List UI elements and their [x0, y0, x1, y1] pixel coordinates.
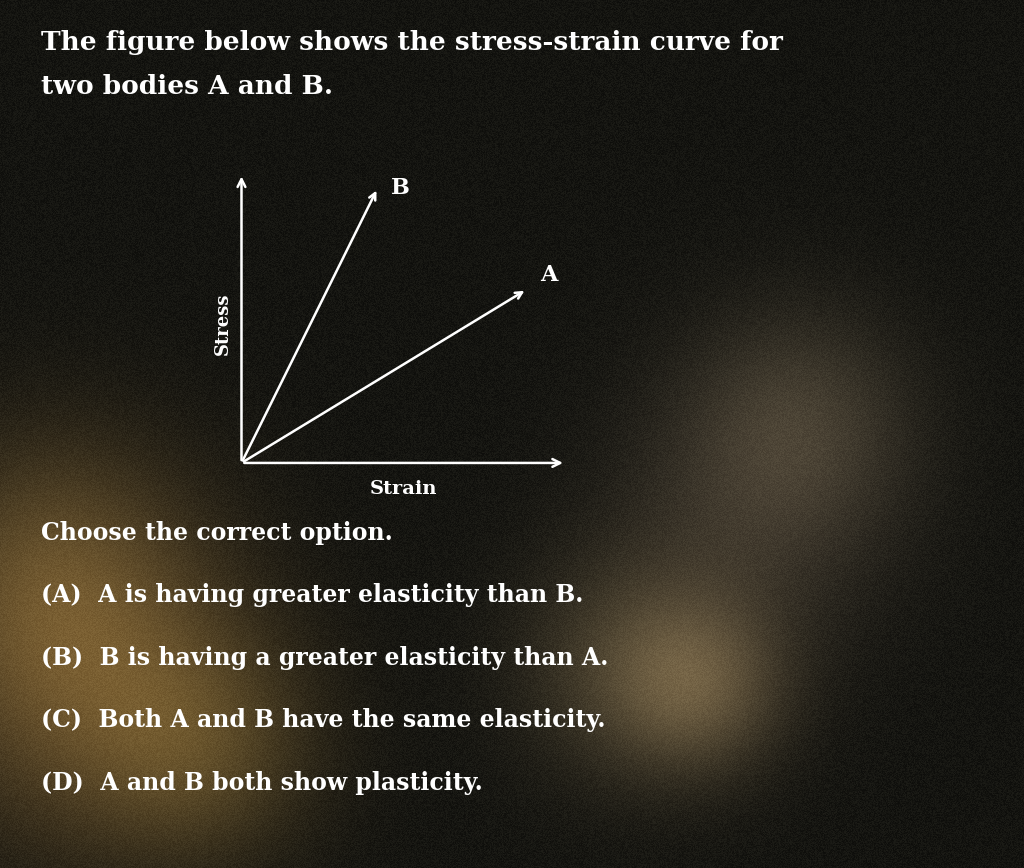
- Text: (A)  A is having greater elasticity than B.: (A) A is having greater elasticity than …: [41, 583, 584, 608]
- Text: two bodies A and B.: two bodies A and B.: [41, 74, 333, 99]
- Text: B: B: [391, 177, 410, 199]
- Text: A: A: [540, 265, 557, 286]
- Text: Stress: Stress: [214, 293, 231, 355]
- Text: (D)  A and B both show plasticity.: (D) A and B both show plasticity.: [41, 771, 482, 795]
- Text: (B)  B is having a greater elasticity than A.: (B) B is having a greater elasticity tha…: [41, 646, 608, 670]
- Text: Choose the correct option.: Choose the correct option.: [41, 521, 393, 545]
- Text: Strain: Strain: [370, 480, 437, 498]
- Text: The figure below shows the stress-strain curve for: The figure below shows the stress-strain…: [41, 30, 782, 56]
- Text: (C)  Both A and B have the same elasticity.: (C) Both A and B have the same elasticit…: [41, 708, 605, 733]
